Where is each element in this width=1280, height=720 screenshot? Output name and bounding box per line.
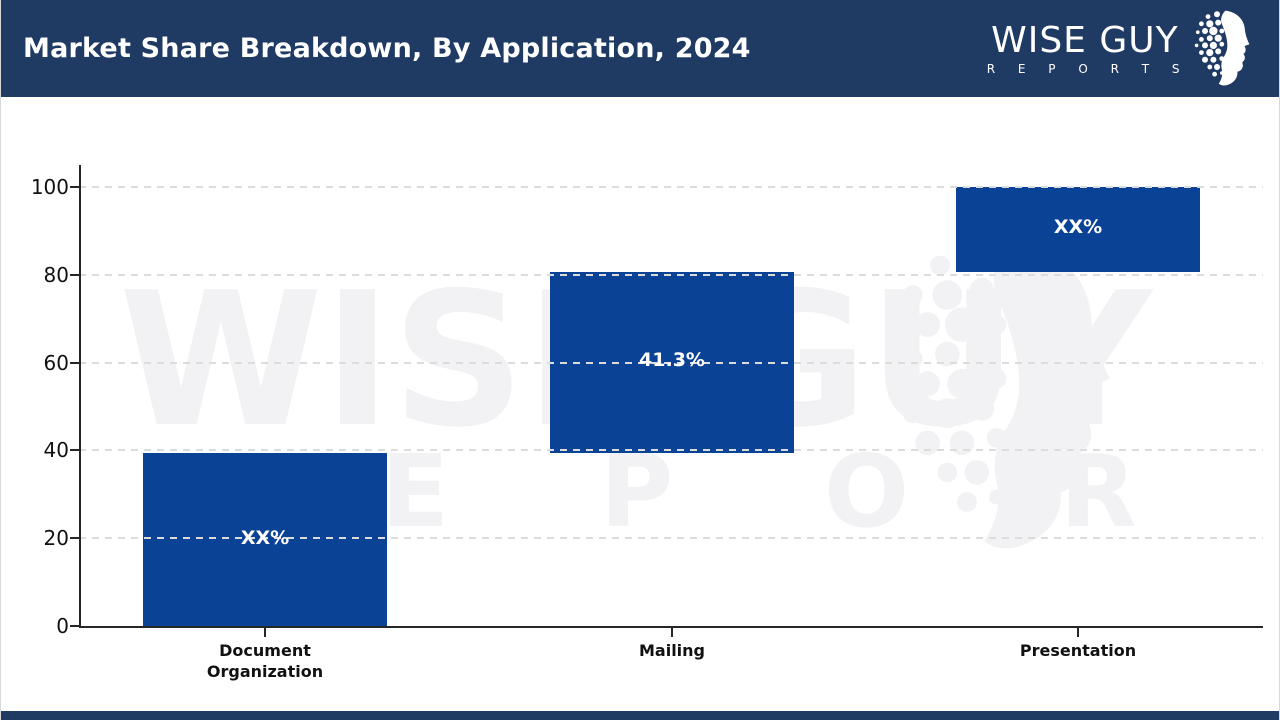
- wise-guy-reports-logo: WISE GUY R E P O R T S: [981, 7, 1279, 91]
- bar-document-organization: [143, 453, 387, 626]
- x-tick-mailing: [671, 628, 673, 637]
- gridline-40: [79, 449, 1263, 452]
- gridline-80: [79, 273, 1263, 276]
- x-category-label-document-organization: Document Organization: [206, 641, 324, 681]
- gridline-100: [79, 186, 1263, 188]
- page-title: Market Share Breakdown, By Application, …: [23, 33, 751, 64]
- y-tick-label-80: 80: [43, 262, 69, 287]
- y-tick-label-60: 60: [43, 350, 69, 375]
- header: Market Share Breakdown, By Application, …: [1, 0, 1279, 97]
- y-tick-label-20: 20: [43, 526, 69, 551]
- bar-value-label-mailing: 41.3%: [639, 349, 705, 372]
- logo-wordmark: WISE GUY: [991, 19, 1179, 61]
- x-category-label-mailing: Mailing: [638, 641, 705, 660]
- x-axis-line: [79, 626, 1263, 628]
- logo-reports-text: R E P O R T S: [986, 61, 1189, 76]
- y-tick-0: [70, 625, 79, 627]
- y-tick-40: [70, 449, 79, 452]
- x-tick-document-organization: [264, 628, 266, 637]
- logo-face-icon: [1181, 7, 1265, 91]
- x-tick-presentation: [1077, 628, 1079, 637]
- bar-value-label-presentation: XX%: [1053, 216, 1103, 239]
- y-tick-80: [70, 273, 79, 276]
- y-tick-20: [70, 537, 79, 540]
- bar-value-label-document-organization: XX%: [240, 526, 290, 549]
- x-category-label-presentation: Presentation: [1019, 641, 1137, 660]
- gridline-60: [79, 361, 1263, 364]
- footer-bar: [1, 711, 1279, 720]
- y-axis-line: [79, 165, 81, 628]
- y-tick-60: [70, 361, 79, 364]
- y-tick-label-100: 100: [30, 175, 69, 199]
- y-tick-label-40: 40: [43, 438, 69, 463]
- y-tick-100: [70, 186, 79, 188]
- y-tick-label-0: 0: [56, 614, 69, 638]
- gridline-20: [79, 537, 1263, 540]
